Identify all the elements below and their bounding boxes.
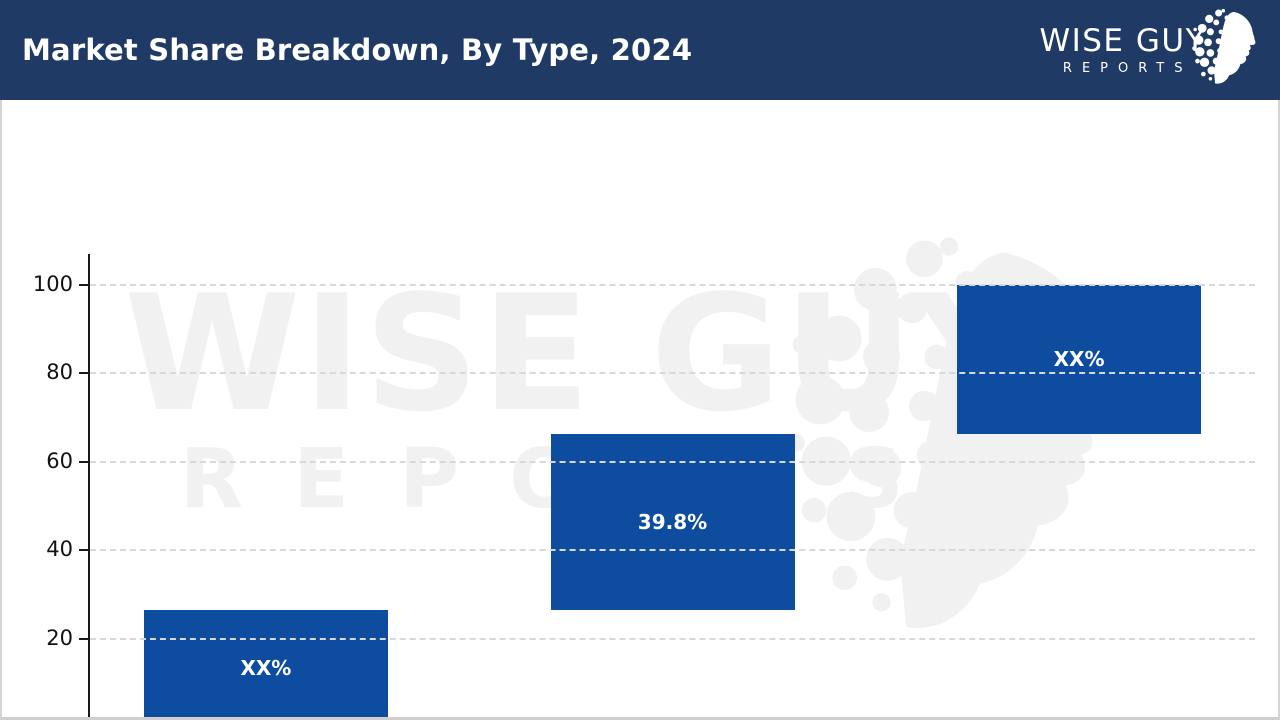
plot-area: XX%39.8%XX%020406080100Single ToneDual T… xyxy=(33,254,1255,717)
header-bar: Market Share Breakdown, By Type, 2024 WI… xyxy=(0,0,1280,100)
y-tick-mark xyxy=(79,637,88,640)
y-tick-mark xyxy=(79,372,88,375)
y-tick-label: 20 xyxy=(46,625,73,650)
page-title: Market Share Breakdown, By Type, 2024 xyxy=(22,33,693,67)
y-axis-spine xyxy=(88,254,90,717)
y-tick-mark xyxy=(79,549,88,552)
y-tick-label: 0 xyxy=(15,714,73,717)
bar-value-label: XX% xyxy=(1053,347,1105,372)
gridline-80 xyxy=(90,372,1255,375)
gridline-100 xyxy=(90,283,1255,286)
dotted-head-logo-icon xyxy=(1192,8,1256,84)
y-tick-label: 100 xyxy=(32,271,73,296)
logo-wordmark: WISE GUY xyxy=(1039,23,1206,60)
y-tick-label: 60 xyxy=(46,448,73,473)
gridline-60 xyxy=(90,460,1255,463)
bar-multi-tone: XX% xyxy=(957,284,1202,434)
y-tick-label: 80 xyxy=(46,360,73,385)
logo-text: WISE GUY REPORTS xyxy=(1039,24,1206,75)
y-tick-mark xyxy=(79,460,88,463)
logo-subtitle: REPORTS xyxy=(1062,60,1193,76)
bar-single-tone: XX% xyxy=(143,609,388,717)
bar-dual-tone: 39.8% xyxy=(550,433,795,610)
bar-value-label: XX% xyxy=(240,656,292,681)
chart-canvas: WISE GUY REPORTS XX%39.8%XX%020406080100… xyxy=(0,100,1280,720)
y-tick-mark xyxy=(79,283,88,286)
gridline-40 xyxy=(90,549,1255,552)
bar-value-label: 39.8% xyxy=(637,509,708,534)
gridline-20 xyxy=(90,637,1255,640)
y-tick-label: 40 xyxy=(46,537,73,562)
wise-guy-logo: WISE GUY REPORTS xyxy=(1039,6,1264,94)
